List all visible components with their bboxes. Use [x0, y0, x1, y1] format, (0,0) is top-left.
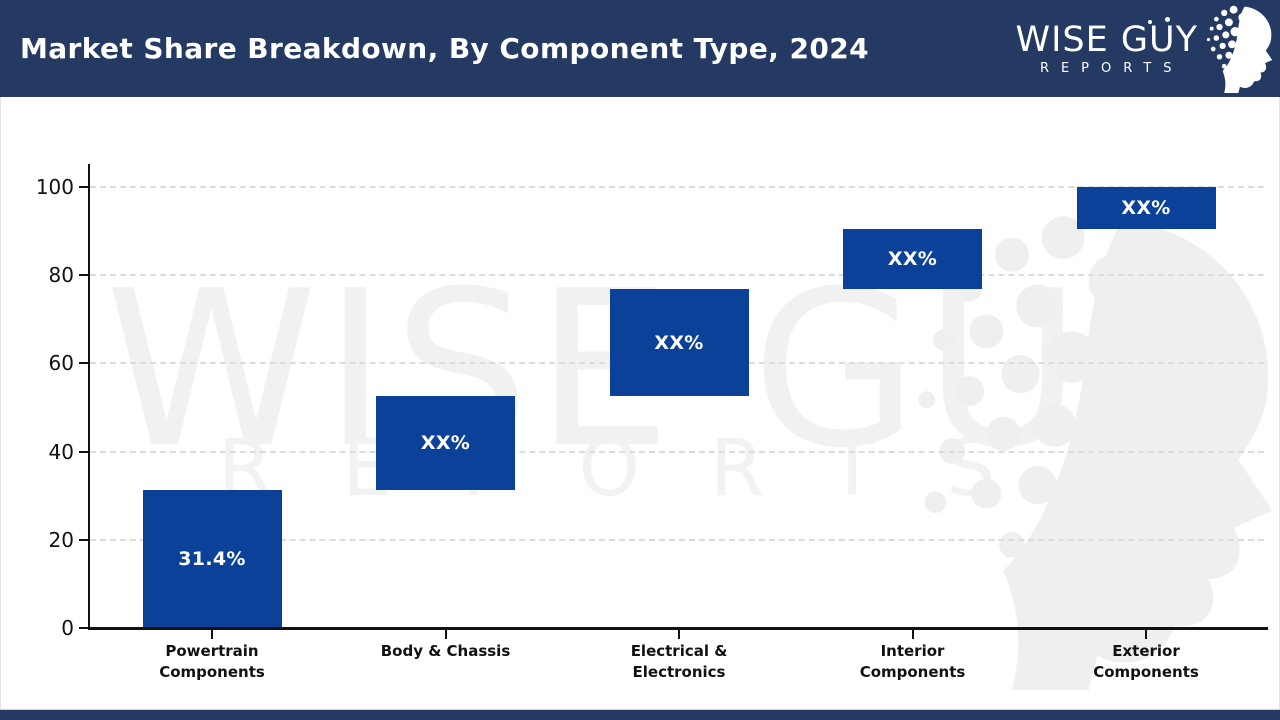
- bar-value-label: XX%: [420, 431, 471, 454]
- y-axis-tick: [79, 274, 88, 277]
- y-axis-tick: [79, 538, 88, 541]
- x-category-label: Body & Chassis: [380, 642, 511, 660]
- wise-guy-reports-logo: WISE GUY REPORTS: [1015, 5, 1280, 93]
- gridline-20: [90, 538, 1264, 541]
- y-axis-tick: [79, 627, 88, 629]
- x-axis-tick: [444, 630, 447, 639]
- logo-dot-icon: [1148, 19, 1152, 24]
- y-axis-tick-label: 40: [48, 439, 74, 464]
- bar-segment: XX%: [609, 289, 749, 397]
- logo-head-icon: [1206, 5, 1272, 93]
- y-axis-tick-label: 20: [48, 527, 74, 552]
- bar-segment: 31.4%: [142, 489, 282, 628]
- watermark-reports-text: REPORTS: [218, 424, 1066, 514]
- y-axis-tick-label: 80: [48, 263, 74, 288]
- x-category-label: Interior Components: [859, 642, 966, 681]
- bar-value-label: XX%: [887, 248, 938, 271]
- logo-text: WISE GUY REPORTS: [1015, 16, 1198, 77]
- logo-reports-text: REPORTS: [1039, 60, 1184, 76]
- bar-segment: XX%: [843, 228, 982, 290]
- x-axis-tick: [1145, 630, 1147, 639]
- bar-segment: XX%: [376, 396, 515, 490]
- x-axis-tick: [911, 630, 914, 639]
- x-axis-line: [88, 627, 1268, 630]
- x-category-label: Electrical & Electronics: [630, 642, 728, 681]
- y-axis-tick: [79, 186, 88, 188]
- y-axis-tick-label: 60: [48, 351, 74, 376]
- x-axis-tick: [211, 630, 213, 639]
- logo-dot-icon: [1165, 16, 1170, 22]
- y-axis-tick-label: 100: [35, 175, 74, 199]
- page-title: Market Share Breakdown, By Component Typ…: [20, 32, 869, 65]
- bar-segment: XX%: [1076, 187, 1216, 229]
- y-axis-tick: [79, 450, 88, 453]
- bar-value-label: 31.4%: [178, 547, 246, 570]
- watermark-head-logo-icon: [918, 216, 1272, 690]
- bar-value-label: XX%: [1121, 196, 1171, 219]
- x-category-label: Exterior Components: [1093, 642, 1199, 681]
- y-axis-tick: [79, 362, 88, 365]
- header-bar: Market Share Breakdown, By Component Typ…: [0, 0, 1280, 97]
- gridline-40: [90, 450, 1264, 453]
- logo-wiseguy-text: WISE GUY: [1015, 19, 1198, 60]
- gridline-100: [90, 186, 1264, 188]
- x-axis-tick: [678, 630, 680, 639]
- y-axis-tick-label: 0: [61, 616, 74, 640]
- x-category-label: Powertrain Components: [159, 642, 265, 681]
- y-axis-line: [88, 164, 90, 630]
- bar-value-label: XX%: [654, 331, 704, 354]
- footer-bar: [0, 709, 1280, 720]
- gridline-80: [90, 274, 1264, 277]
